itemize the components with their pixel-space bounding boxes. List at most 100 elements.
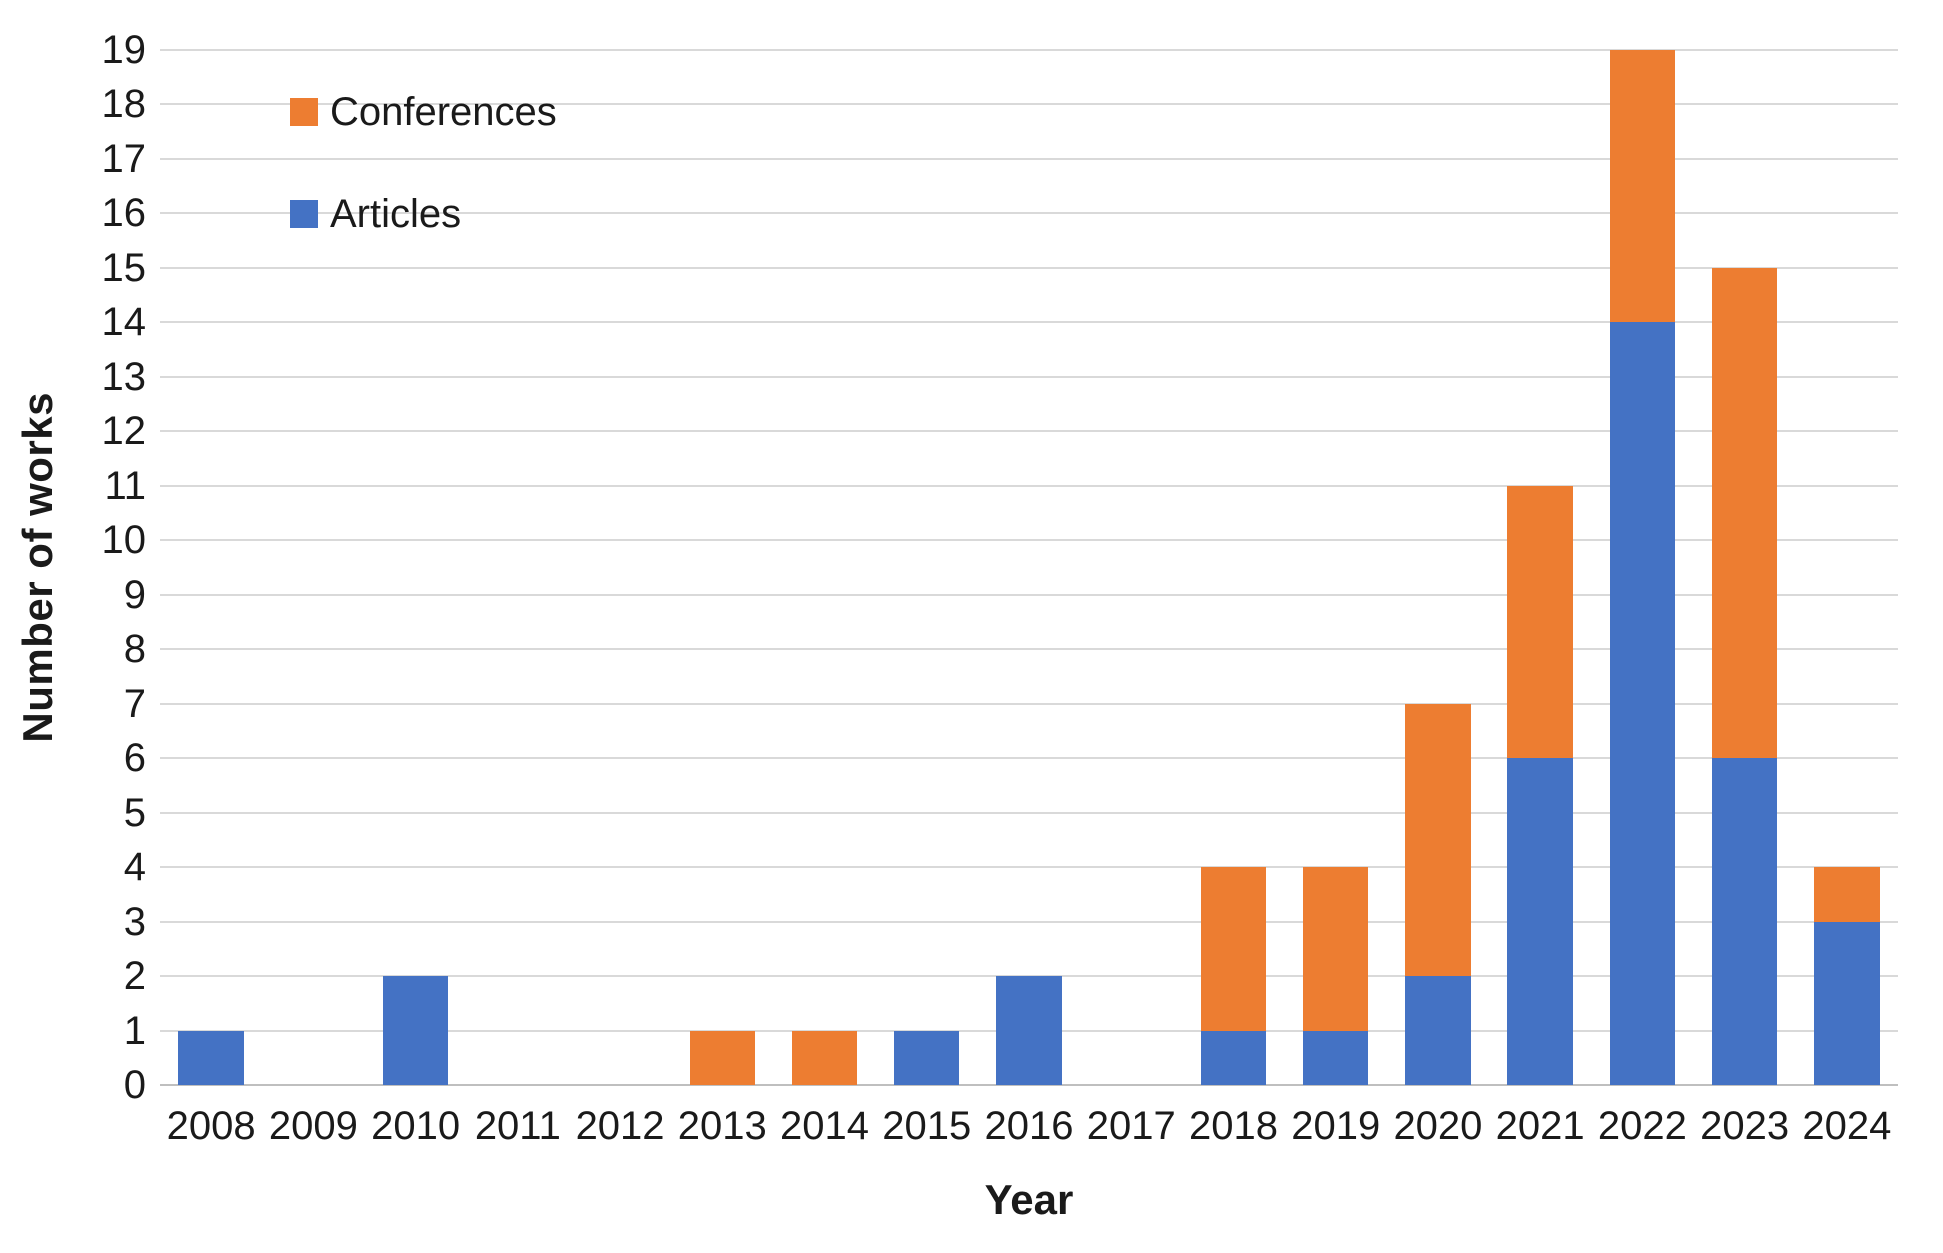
y-tick-label: 5 xyxy=(123,790,146,835)
gridline xyxy=(160,757,1898,760)
bar-segment-articles-2018 xyxy=(1200,1030,1267,1085)
x-tick-label-2017: 2017 xyxy=(1086,1104,1176,1148)
gridlines xyxy=(160,49,1898,1086)
bar-stack-2019 xyxy=(1302,50,1369,1085)
bar-stack-2013 xyxy=(689,50,755,1085)
gridline xyxy=(160,430,1898,433)
category-column-2018 xyxy=(1182,50,1284,1085)
category-column-2014 xyxy=(773,50,875,1085)
y-tick-label: 19 xyxy=(101,28,147,72)
bar-segment-conferences-2013 xyxy=(689,1030,755,1085)
bar-stack-2017 xyxy=(1099,50,1164,1085)
y-tick-label: 6 xyxy=(123,736,146,781)
bar-segment-articles-2008 xyxy=(178,1030,244,1085)
category-column-2022 xyxy=(1591,50,1693,1085)
gridline xyxy=(160,702,1898,705)
category-column-2013 xyxy=(671,50,773,1085)
bar-segment-conferences-2023 xyxy=(1711,267,1778,759)
bar-segment-conferences-2018 xyxy=(1200,867,1267,1031)
bars xyxy=(160,50,1898,1085)
bar-stack-2022 xyxy=(1609,50,1676,1085)
y-tick-label: 8 xyxy=(123,627,146,672)
legend-swatch-articles-icon xyxy=(290,200,318,228)
legend-label-conferences: Conferences xyxy=(330,90,557,134)
legend: Conferences Articles xyxy=(290,92,557,234)
x-axis-line xyxy=(160,1084,1898,1086)
legend-item-articles: Articles xyxy=(290,194,557,234)
bar-segment-articles-2015 xyxy=(894,1030,960,1085)
bar-segment-conferences-2024 xyxy=(1814,867,1880,922)
x-axis-title: Year xyxy=(984,1176,1074,1223)
gridline xyxy=(160,920,1898,923)
y-axis-title: Number of works xyxy=(14,392,61,743)
bar-segment-articles-2020 xyxy=(1405,976,1471,1085)
x-tick-label-2008: 2008 xyxy=(166,1104,256,1148)
category-column-2012 xyxy=(569,50,671,1085)
gridline xyxy=(160,157,1898,160)
bar-segment-articles-2016 xyxy=(996,976,1062,1085)
bar-segment-conferences-2020 xyxy=(1405,703,1471,977)
bar-stack-2018 xyxy=(1200,50,1267,1085)
bar-segment-articles-2024 xyxy=(1814,921,1880,1085)
bar-segment-articles-2021 xyxy=(1507,758,1573,1085)
x-tick-label-2023: 2023 xyxy=(1700,1104,1790,1148)
bar-segment-conferences-2021 xyxy=(1507,485,1573,759)
category-column-2021 xyxy=(1489,50,1591,1085)
x-axis-labels: 2008 2009 2010 2011 2012 2013 2014 2015 2016 2017… xyxy=(160,1085,1898,1149)
bar-stack-2016 xyxy=(996,50,1062,1085)
legend-item-conferences: Conferences xyxy=(290,92,557,132)
y-tick-label: 3 xyxy=(123,899,146,944)
y-axis: 0 1 2 3 4 5 6 7 8 9 10 11 12 13 14 15 16 17 18 19 xyxy=(68,30,160,1105)
bar-segment-articles-2010 xyxy=(382,976,449,1085)
category-column-2015 xyxy=(876,50,978,1085)
gridline xyxy=(160,266,1898,269)
gridline xyxy=(160,866,1898,869)
category-column-2017 xyxy=(1080,50,1182,1085)
category-column-2016 xyxy=(978,50,1080,1085)
legend-swatch-conferences-icon xyxy=(290,98,318,126)
bar-segment-conferences-2022 xyxy=(1609,50,1676,323)
x-tick-label-2009: 2009 xyxy=(268,1104,358,1148)
category-column-2008 xyxy=(160,50,262,1085)
gridline xyxy=(160,484,1898,487)
gridline xyxy=(160,321,1898,324)
y-axis-title-wrap: Number of works xyxy=(8,50,68,1085)
bar-stack-2014 xyxy=(791,50,858,1085)
y-tick-label: 4 xyxy=(123,845,146,890)
y-tick-label: 18 xyxy=(101,82,147,127)
x-tick-label-2011: 2011 xyxy=(474,1104,561,1148)
bar-segment-articles-2019 xyxy=(1302,1030,1369,1085)
bar-segment-articles-2022 xyxy=(1609,322,1676,1085)
bar-stack-2010 xyxy=(382,50,449,1085)
category-column-2024 xyxy=(1796,50,1898,1085)
bar-stack-2023 xyxy=(1711,50,1778,1085)
x-tick-label-2010: 2010 xyxy=(371,1104,461,1148)
y-tick-label: 11 xyxy=(104,463,146,508)
y-tick-label: 0 xyxy=(123,1063,146,1107)
bar-stack-2021 xyxy=(1507,50,1573,1085)
x-tick-label-2020: 2020 xyxy=(1393,1104,1483,1148)
bar-stack-2012 xyxy=(587,50,652,1085)
gridline xyxy=(160,49,1898,51)
x-axis-title-wrap: Year xyxy=(160,1149,1898,1237)
y-tick-label: 7 xyxy=(123,681,146,726)
category-column-2019 xyxy=(1285,50,1387,1085)
gridline xyxy=(160,212,1898,215)
gridline xyxy=(160,375,1898,378)
gridline xyxy=(160,648,1898,651)
bar-stack-2015 xyxy=(894,50,960,1085)
y-tick-label: 13 xyxy=(101,354,147,399)
y-tick-label: 17 xyxy=(101,136,147,181)
x-tick-label-2018: 2018 xyxy=(1188,1104,1278,1148)
y-tick-label: 10 xyxy=(101,518,147,563)
x-tick-label-2021: 2021 xyxy=(1495,1104,1585,1148)
bar-segment-articles-2023 xyxy=(1711,758,1778,1085)
gridline xyxy=(160,593,1898,596)
bar-stack-2008 xyxy=(178,50,244,1085)
x-tick-label-2016: 2016 xyxy=(984,1104,1074,1148)
bar-segment-conferences-2014 xyxy=(791,1030,858,1085)
y-tick-label: 9 xyxy=(123,572,146,617)
category-column-2023 xyxy=(1694,50,1796,1085)
x-tick-label-2019: 2019 xyxy=(1291,1104,1381,1148)
